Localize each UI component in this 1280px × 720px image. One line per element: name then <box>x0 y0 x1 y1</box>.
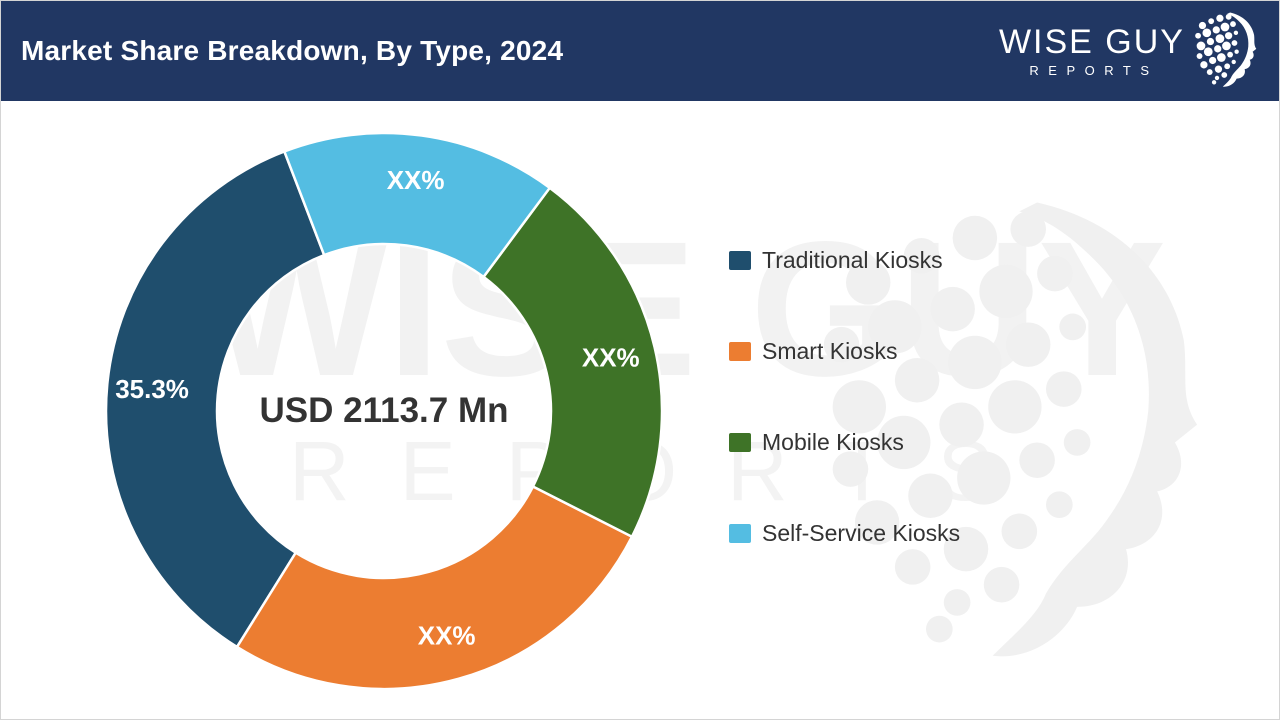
legend-item-mobile-kiosks: Mobile Kiosks <box>729 429 960 456</box>
legend-item-self-service-kiosks: Self-Service Kiosks <box>729 520 960 547</box>
legend-item-smart-kiosks: Smart Kiosks <box>729 338 960 365</box>
slice-value-label: XX% <box>418 620 476 650</box>
chart-center-value: USD 2113.7 Mn <box>259 391 509 430</box>
donut-slice-smart-kiosks <box>235 484 634 691</box>
legend-swatch-self-service-kiosks <box>729 524 751 543</box>
wiseguy-logo-text: WISE GUY REPORTS <box>999 25 1185 77</box>
legend-label-mobile-kiosks: Mobile Kiosks <box>762 429 904 455</box>
wiseguy-logo-name: WISE GUY <box>998 23 1185 61</box>
slice-value-label: XX% <box>582 343 640 373</box>
legend-swatch-mobile-kiosks <box>729 433 751 452</box>
donut-slice-mobile-kiosks <box>481 186 664 539</box>
slice-value-label: 35.3% <box>115 374 189 404</box>
page-title: Market Share Breakdown, By Type, 2024 <box>21 35 564 66</box>
chart-legend: Traditional Kiosks Smart Kiosks Mobile K… <box>729 247 960 547</box>
legend-item-traditional-kiosks: Traditional Kiosks <box>729 247 960 274</box>
slice-value-label: XX% <box>387 165 445 195</box>
legend-label-smart-kiosks: Smart Kiosks <box>762 338 898 364</box>
wiseguy-face-icon <box>1189 11 1261 91</box>
legend-swatch-smart-kiosks <box>729 342 751 361</box>
legend-label-self-service-kiosks: Self-Service Kiosks <box>762 520 961 546</box>
legend-label-traditional-kiosks: Traditional Kiosks <box>762 247 943 273</box>
donut-slice-self-service-kiosks <box>282 131 552 279</box>
legend-swatch-traditional-kiosks <box>729 251 751 270</box>
wiseguy-logo: WISE GUY REPORTS <box>999 11 1261 91</box>
donut-slice-traditional-kiosks <box>104 149 326 649</box>
wiseguy-logo-subtitle: REPORTS <box>1029 63 1159 78</box>
header-bar: Market Share Breakdown, By Type, 2024 WI… <box>1 1 1279 101</box>
